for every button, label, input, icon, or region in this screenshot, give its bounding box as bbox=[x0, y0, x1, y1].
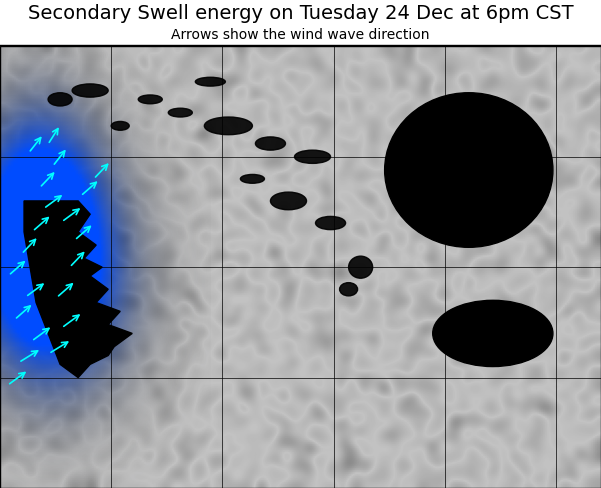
Ellipse shape bbox=[72, 84, 108, 97]
Ellipse shape bbox=[255, 137, 285, 150]
Ellipse shape bbox=[294, 150, 331, 163]
Polygon shape bbox=[24, 201, 132, 378]
Text: Secondary Swell energy on Tuesday 24 Dec at 6pm CST: Secondary Swell energy on Tuesday 24 Dec… bbox=[28, 4, 573, 23]
Ellipse shape bbox=[138, 95, 162, 104]
Ellipse shape bbox=[48, 93, 72, 106]
Ellipse shape bbox=[433, 300, 553, 366]
Ellipse shape bbox=[111, 122, 129, 130]
Ellipse shape bbox=[316, 216, 346, 230]
Ellipse shape bbox=[385, 93, 553, 247]
Ellipse shape bbox=[349, 256, 373, 278]
Ellipse shape bbox=[204, 117, 252, 135]
Ellipse shape bbox=[195, 77, 225, 86]
Text: Arrows show the wind wave direction: Arrows show the wind wave direction bbox=[171, 28, 430, 42]
Ellipse shape bbox=[240, 174, 264, 183]
Ellipse shape bbox=[270, 192, 307, 210]
Ellipse shape bbox=[168, 108, 192, 117]
Ellipse shape bbox=[340, 283, 358, 296]
